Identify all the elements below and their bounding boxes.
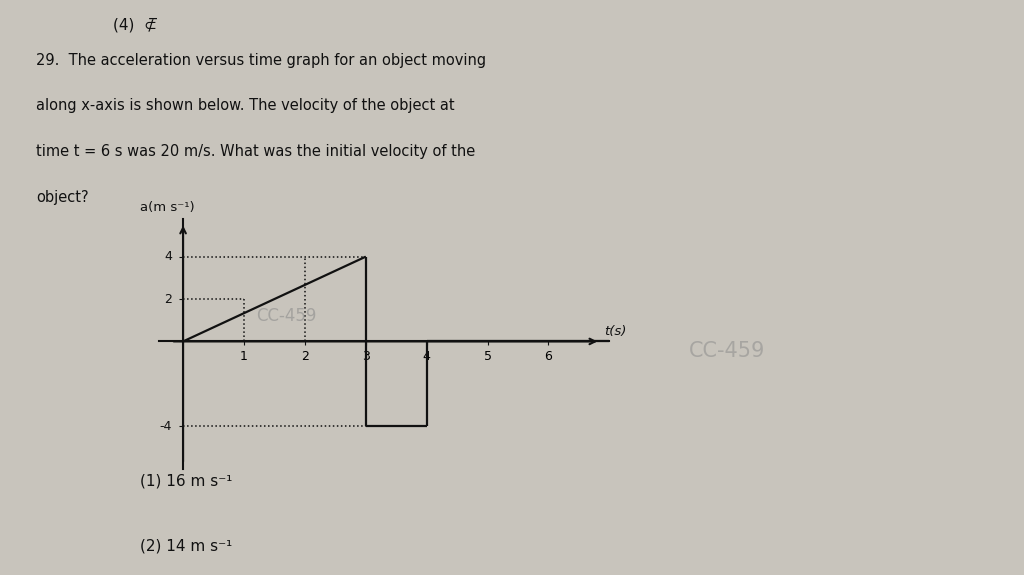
Text: (4)  ⊄̅̅: (4) ⊄̅̅: [113, 18, 157, 33]
Text: a(m s⁻¹): a(m s⁻¹): [139, 201, 195, 214]
Text: t(s): t(s): [604, 325, 627, 338]
Text: (2) 14 m s⁻¹: (2) 14 m s⁻¹: [139, 538, 231, 553]
Text: CC-459: CC-459: [689, 341, 765, 361]
Text: time t = 6 s was 20 m/s. What was the initial velocity of the: time t = 6 s was 20 m/s. What was the in…: [36, 144, 475, 159]
Text: CC-459: CC-459: [256, 307, 316, 325]
Text: object?: object?: [36, 190, 89, 205]
Text: along x-axis is shown below. The velocity of the object at: along x-axis is shown below. The velocit…: [36, 98, 455, 113]
Text: -4: -4: [160, 420, 172, 433]
Text: 2: 2: [164, 293, 172, 305]
Text: 29.  The acceleration versus time graph for an object moving: 29. The acceleration versus time graph f…: [36, 53, 486, 68]
Text: 4: 4: [164, 250, 172, 263]
Text: (1) 16 m s⁻¹: (1) 16 m s⁻¹: [139, 474, 232, 489]
